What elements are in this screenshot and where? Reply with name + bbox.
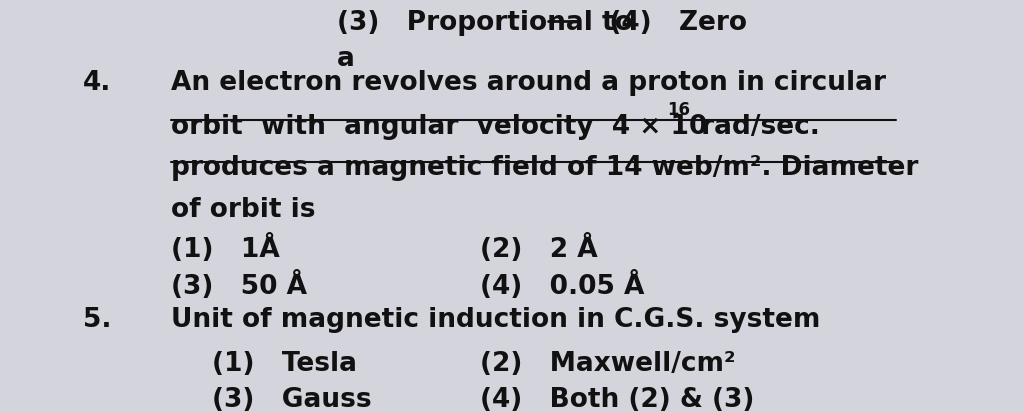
Text: 16: 16 — [667, 101, 690, 119]
Text: Unit of magnetic induction in C.G.S. system: Unit of magnetic induction in C.G.S. sys… — [171, 307, 820, 333]
Text: (1)   Tesla: (1) Tesla — [212, 351, 357, 377]
Text: (4)   Zero: (4) Zero — [582, 9, 746, 36]
Text: (3)   Gauss: (3) Gauss — [212, 387, 372, 413]
Text: (3)   Proportional to: (3) Proportional to — [337, 9, 633, 36]
Text: of orbit is: of orbit is — [171, 197, 315, 223]
Text: 5.: 5. — [83, 307, 112, 333]
Text: (1)   1Å: (1) 1Å — [171, 234, 280, 263]
Text: orbit  with  angular  velocity  4 × 10: orbit with angular velocity 4 × 10 — [171, 114, 708, 140]
Text: (2)   2 Å: (2) 2 Å — [480, 234, 598, 263]
Text: An electron revolves around a proton in circular: An electron revolves around a proton in … — [171, 71, 886, 97]
Text: (4)   Both (2) & (3): (4) Both (2) & (3) — [480, 387, 755, 413]
Text: (3)   50 Å: (3) 50 Å — [171, 271, 307, 299]
Text: (4)   0.05 Å: (4) 0.05 Å — [480, 271, 644, 299]
Text: rad/sec.: rad/sec. — [691, 114, 819, 140]
Text: 4.: 4. — [83, 71, 112, 97]
Text: produces a magnetic field of 14 web/m². Diameter: produces a magnetic field of 14 web/m². … — [171, 155, 919, 181]
Text: a: a — [337, 46, 355, 72]
Text: (2)   Maxwell/cm²: (2) Maxwell/cm² — [480, 351, 735, 377]
